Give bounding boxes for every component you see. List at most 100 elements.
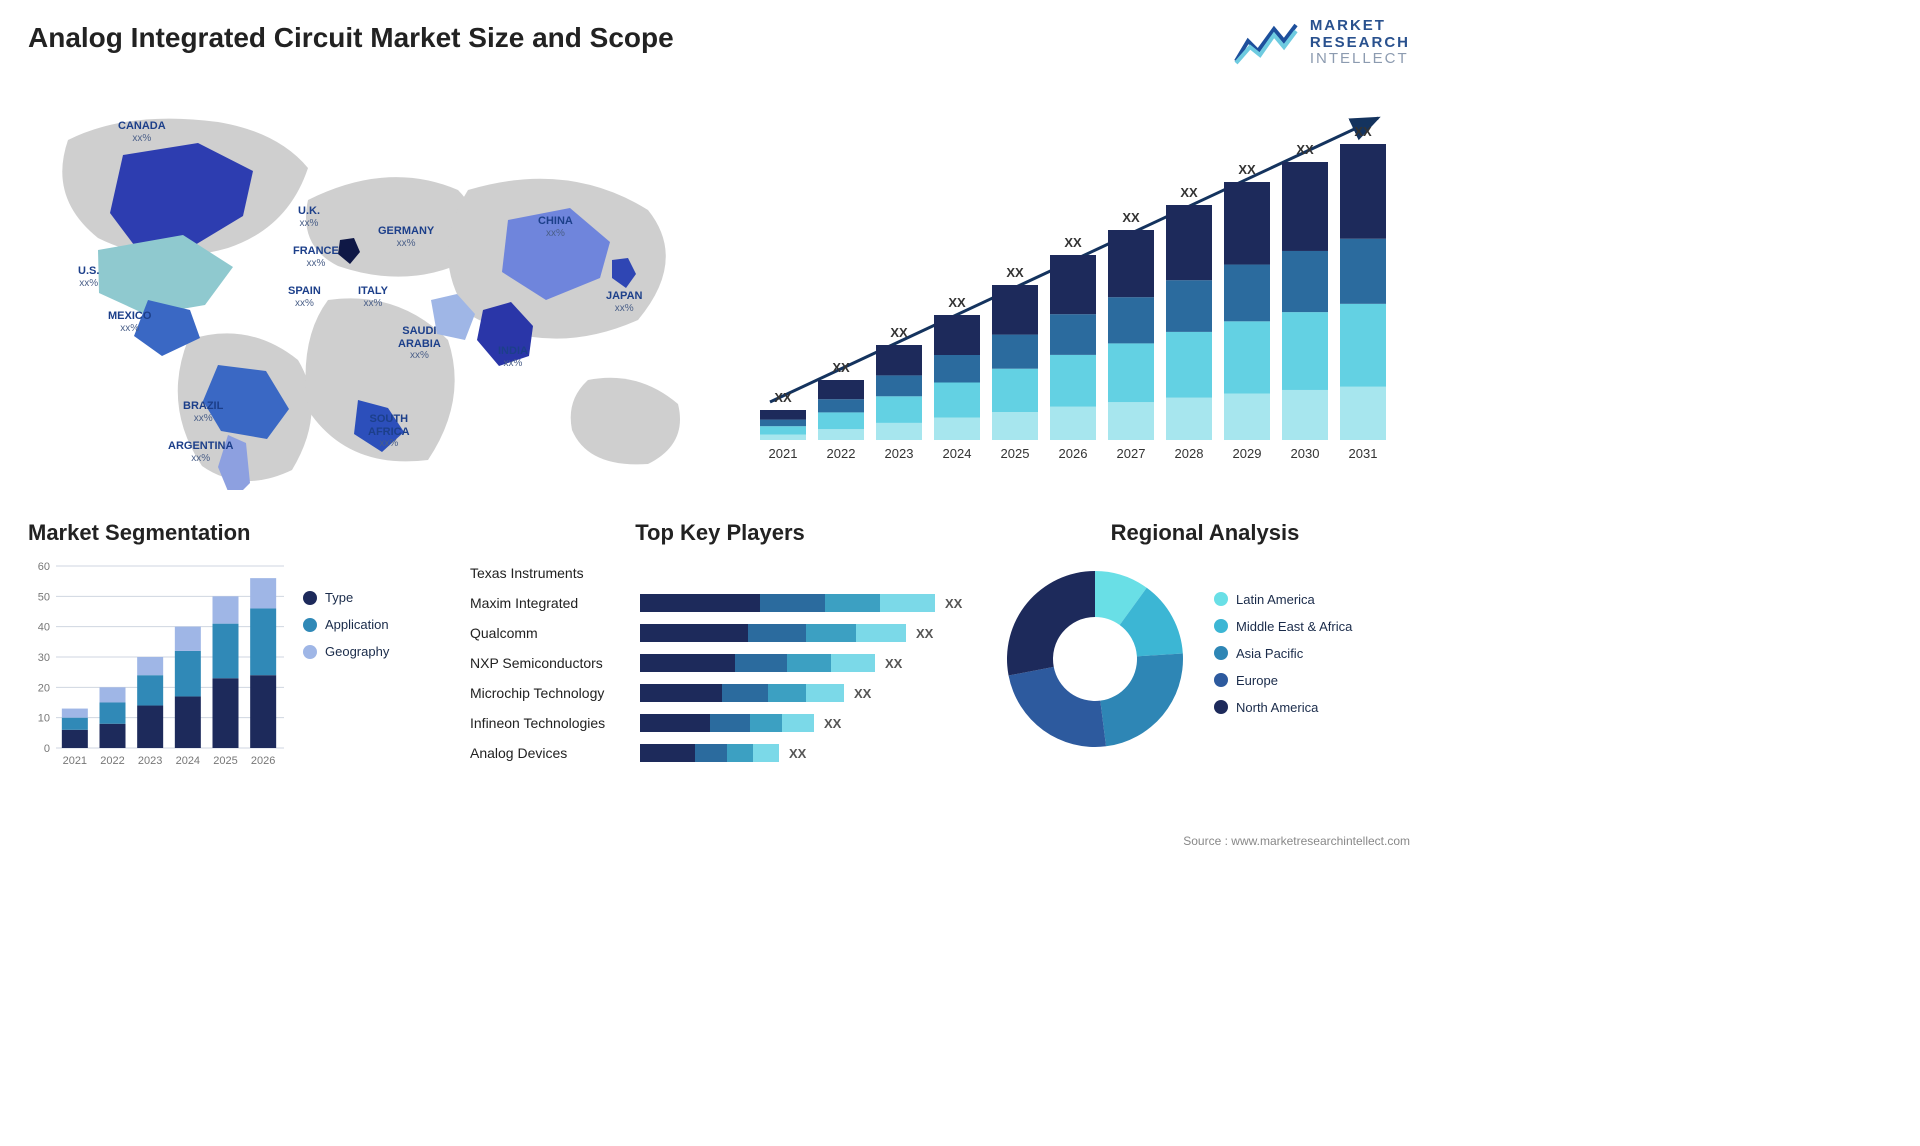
map-label: INDIAxx% [498,345,528,369]
map-label: SAUDIARABIAxx% [398,325,441,362]
svg-text:XX: XX [948,295,966,310]
svg-text:2029: 2029 [1233,446,1262,461]
regional-legend-item: Latin America [1214,592,1352,607]
svg-text:2023: 2023 [885,446,914,461]
player-row: Maxim Integrated XX [470,588,970,618]
player-bar: XX [640,624,970,642]
map-label: U.K.xx% [298,205,320,229]
svg-text:XX: XX [1354,124,1372,139]
map-label: ITALYxx% [358,285,388,309]
players-title: Top Key Players [470,520,970,546]
brand-logo: MARKET RESEARCH INTELLECT [1234,18,1410,68]
players-list: Texas InstrumentsMaxim IntegratedXXQualc… [470,558,970,768]
map-label: SPAINxx% [288,285,321,309]
svg-text:2025: 2025 [213,755,237,767]
player-name: Texas Instruments [470,565,640,581]
svg-text:XX: XX [1180,185,1198,200]
regional-legend-item: Europe [1214,673,1352,688]
player-value: XX [854,686,871,701]
map-label: ARGENTINAxx% [168,440,233,464]
svg-text:2031: 2031 [1349,446,1378,461]
regional-legend-item: Middle East & Africa [1214,619,1352,634]
player-name: Infineon Technologies [470,715,640,731]
map-label: SOUTHAFRICAxx% [368,413,410,450]
source-line: Source : www.marketresearchintellect.com [1183,834,1410,848]
regional-donut [1000,564,1190,754]
svg-text:2024: 2024 [176,755,200,767]
players-section: Top Key Players Texas Instruments Maxim I… [470,520,970,800]
segmentation-legend: Type Application Geography [303,590,389,671]
player-bar: XX [640,744,970,762]
segmentation-legend-item: Type [303,590,389,605]
svg-text:XX: XX [774,390,792,405]
player-row: Qualcomm XX [470,618,970,648]
logo-line1: MARKET [1310,18,1410,35]
map-label: CANADAxx% [118,120,166,144]
svg-text:2030: 2030 [1291,446,1320,461]
logo-line2: RESEARCH [1310,35,1410,52]
player-name: Analog Devices [470,745,640,761]
svg-text:2022: 2022 [827,446,856,461]
svg-text:2026: 2026 [251,755,275,767]
svg-text:20: 20 [38,682,50,694]
map-label: CHINAxx% [538,215,573,239]
segmentation-title: Market Segmentation [28,520,448,546]
regional-section: Regional Analysis Latin AmericaMiddle Ea… [1000,520,1410,780]
svg-text:2027: 2027 [1117,446,1146,461]
player-row: Analog DevicesXX [470,738,970,768]
player-bar: XX [640,714,970,732]
svg-text:2028: 2028 [1175,446,1204,461]
svg-text:XX: XX [890,325,908,340]
svg-text:XX: XX [1296,142,1314,157]
svg-text:2022: 2022 [100,755,124,767]
svg-text:XX: XX [1122,210,1140,225]
svg-text:2024: 2024 [943,446,972,461]
map-label: GERMANYxx% [378,225,434,249]
map-label: BRAZILxx% [183,400,223,424]
logo-line3: INTELLECT [1310,51,1410,68]
svg-text:10: 10 [38,713,50,725]
map-label: FRANCExx% [293,245,339,269]
player-value: XX [824,716,841,731]
svg-text:XX: XX [1064,235,1082,250]
svg-text:XX: XX [1238,162,1256,177]
player-name: Microchip Technology [470,685,640,701]
world-map: CANADAxx% U.S.xx% MEXICOxx% BRAZILxx% ARGENT… [28,100,708,490]
map-label: JAPANxx% [606,290,642,314]
regional-legend-item: Asia Pacific [1214,646,1352,661]
segmentation-legend-item: Geography [303,644,389,659]
player-row: Microchip Technology XX [470,678,970,708]
svg-text:2025: 2025 [1001,446,1030,461]
map-label: U.S.xx% [78,265,99,289]
player-bar [640,564,970,582]
segmentation-legend-item: Application [303,617,389,632]
svg-text:2026: 2026 [1059,446,1088,461]
svg-text:2021: 2021 [769,446,798,461]
svg-text:50: 50 [38,591,50,603]
svg-text:2021: 2021 [63,755,87,767]
player-row: NXP Semiconductors XX [470,648,970,678]
logo-mark-icon [1234,21,1298,65]
player-name: Maxim Integrated [470,595,640,611]
svg-text:30: 30 [38,652,50,664]
svg-text:XX: XX [832,360,850,375]
svg-text:2023: 2023 [138,755,162,767]
player-row: Infineon Technologies XX [470,708,970,738]
svg-text:40: 40 [38,622,50,634]
svg-text:60: 60 [38,561,50,573]
player-value: XX [945,596,962,611]
player-row: Texas Instruments [470,558,970,588]
player-bar: XX [640,684,970,702]
segmentation-section: Market Segmentation 0 10 20 30 40 50 60 2021 202… [28,520,448,780]
growth-chart: XX 2021 XX 2022 XX 2023 XX 2024 XX 2025 XX 2026 XX 20… [750,100,1410,470]
regional-legend: Latin America Middle East & Africa Asia Pa… [1214,592,1352,727]
svg-text:XX: XX [1006,265,1024,280]
player-value: XX [885,656,902,671]
map-label: MEXICOxx% [108,310,151,334]
player-value: XX [916,626,933,641]
svg-text:0: 0 [44,743,50,755]
regional-legend-item: North America [1214,700,1352,715]
player-name: NXP Semiconductors [470,655,640,671]
segmentation-chart: 0 10 20 30 40 50 60 2021 2022 2023 2024 2025 2026 [28,560,288,770]
player-name: Qualcomm [470,625,640,641]
